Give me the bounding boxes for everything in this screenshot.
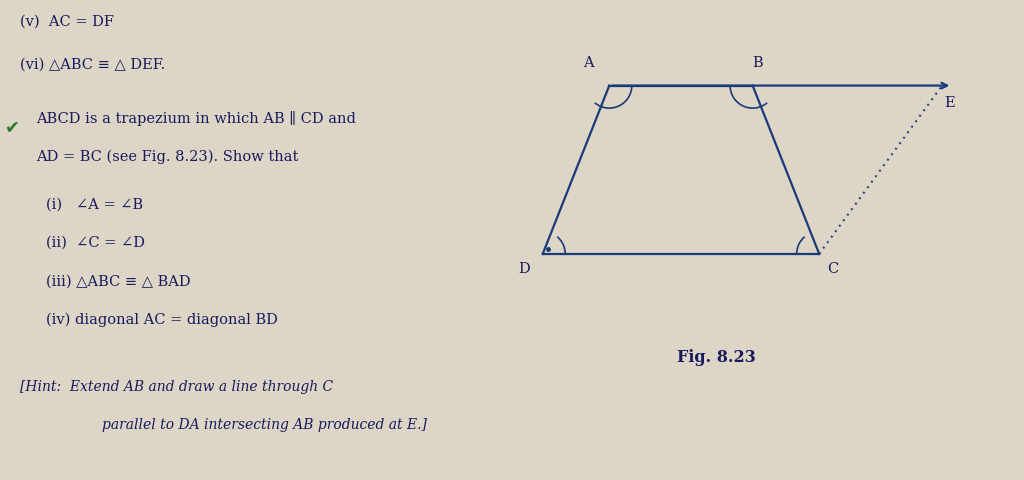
Text: A: A: [584, 56, 594, 70]
Text: (i)   ∠A = ∠B: (i) ∠A = ∠B: [46, 197, 143, 211]
Text: (iii) △ABC ≡ △ BAD: (iii) △ABC ≡ △ BAD: [46, 274, 190, 288]
Text: [Hint:  Extend AB and draw a line through C: [Hint: Extend AB and draw a line through…: [20, 379, 334, 393]
Text: parallel to DA intersecting AB produced at E.]: parallel to DA intersecting AB produced …: [102, 418, 427, 432]
Text: D: D: [519, 262, 530, 276]
Text: B: B: [753, 56, 763, 70]
Text: ✔: ✔: [5, 118, 20, 135]
Text: ABCD is a trapezium in which AB ∥ CD and: ABCD is a trapezium in which AB ∥ CD and: [36, 110, 355, 125]
Text: (v)  AC = DF: (v) AC = DF: [20, 14, 115, 28]
Text: (iv) diagonal AC = diagonal BD: (iv) diagonal AC = diagonal BD: [46, 312, 278, 326]
Text: AD = BC (see Fig. 8.23). Show that: AD = BC (see Fig. 8.23). Show that: [36, 149, 298, 163]
Text: C: C: [827, 262, 839, 276]
Text: (vi) △ABC ≡ △ DEF.: (vi) △ABC ≡ △ DEF.: [20, 58, 166, 72]
Text: Fig. 8.23: Fig. 8.23: [678, 348, 756, 365]
Text: (ii)  ∠C = ∠D: (ii) ∠C = ∠D: [46, 235, 145, 249]
Text: E: E: [944, 96, 954, 110]
